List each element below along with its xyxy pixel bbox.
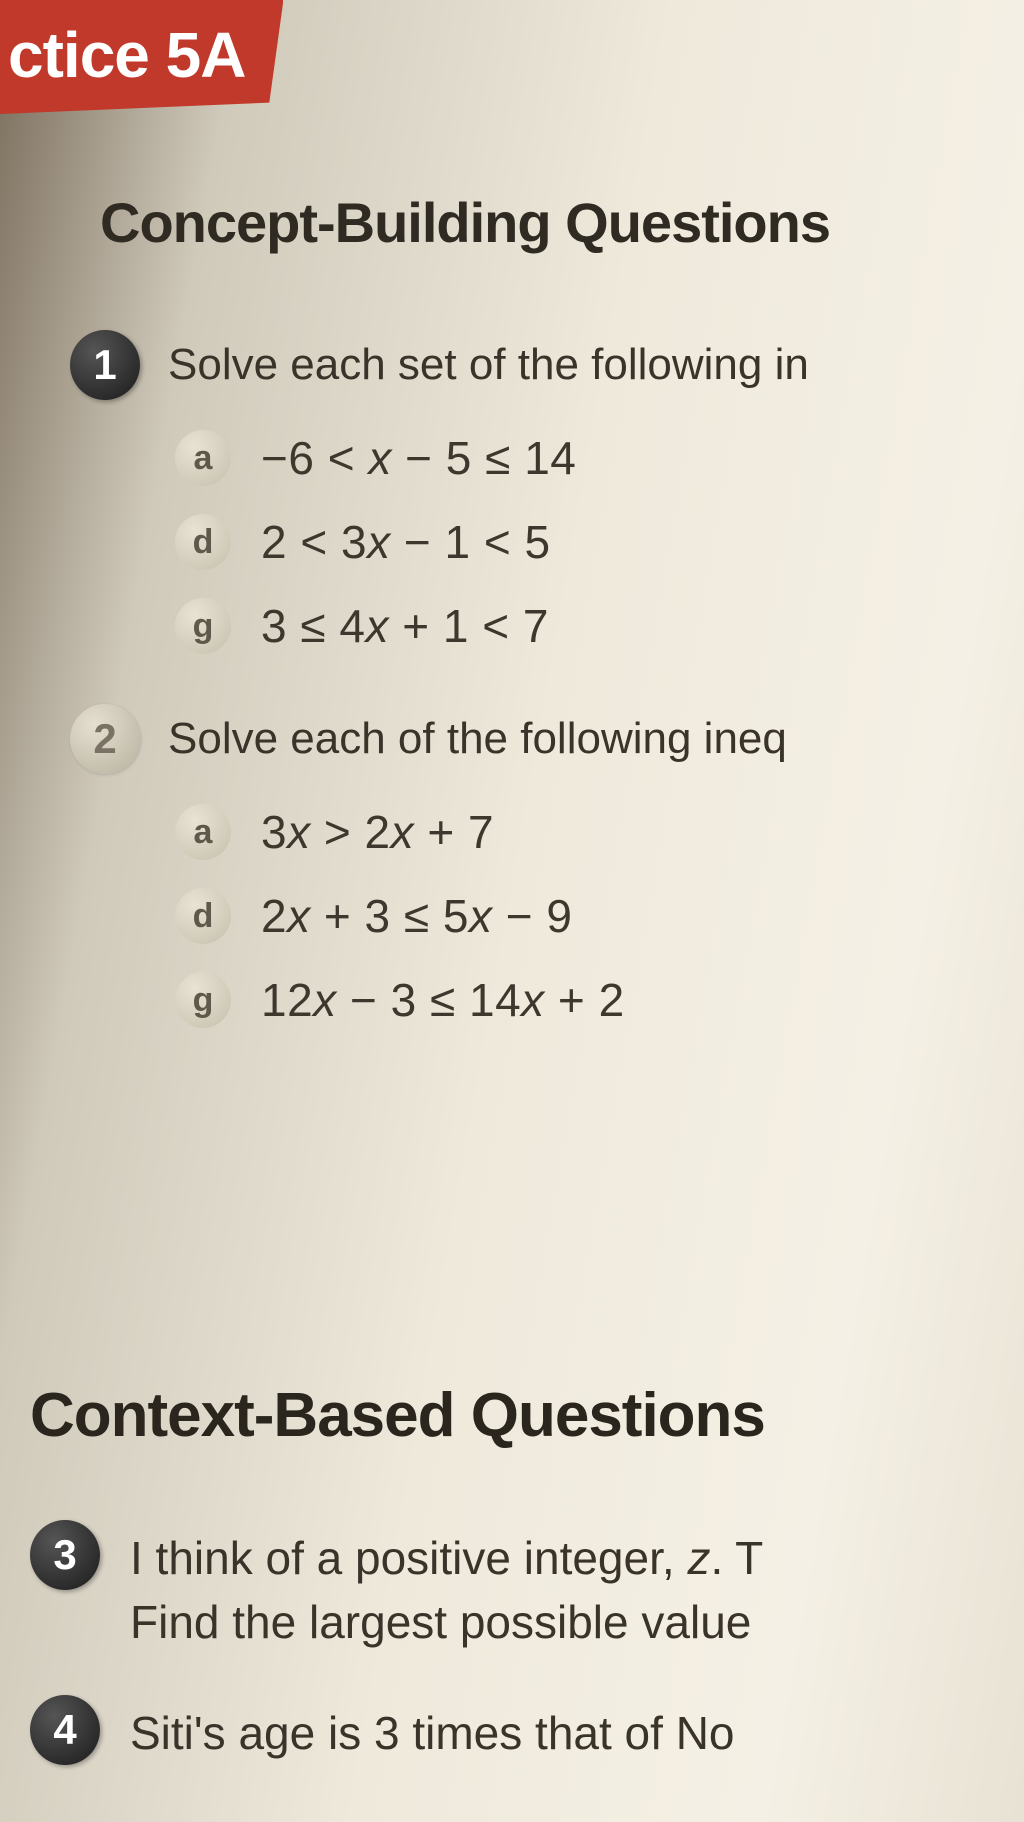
chapter-tab: ctice 5A (0, 0, 283, 114)
question-2-header: 2 Solve each of the following ineq (70, 704, 1024, 774)
part-badge: a (175, 804, 231, 860)
question-4: 4 Siti's age is 3 times that of No (30, 1695, 1024, 1765)
q1-part-d-expr: 2 < 3x − 1 < 5 (261, 515, 551, 569)
concept-questions: 1 Solve each set of the following in a −… (70, 330, 1024, 1078)
question-number-badge: 1 (70, 330, 140, 400)
question-2-parts: a 3x > 2x + 7 d 2x + 3 ≤ 5x − 9 g 12x − … (175, 804, 1024, 1028)
section-title-context: Context-Based Questions (30, 1380, 765, 1451)
question-number-badge: 3 (30, 1520, 100, 1590)
part-badge: a (175, 430, 231, 486)
q2-part-a: a 3x > 2x + 7 (175, 804, 1024, 860)
question-2-prompt: Solve each of the following ineq (168, 714, 787, 764)
question-3: 3 I think of a positive integer, z. T Fi… (30, 1520, 1024, 1655)
q2-part-a-expr: 3x > 2x + 7 (261, 805, 494, 859)
section-title-concept: Concept-Building Questions (100, 190, 830, 255)
q2-part-g-expr: 12x − 3 ≤ 14x + 2 (261, 973, 625, 1027)
question-number-badge: 4 (30, 1695, 100, 1765)
q2-part-d: d 2x + 3 ≤ 5x − 9 (175, 888, 1024, 944)
question-2: 2 Solve each of the following ineq a 3x … (70, 704, 1024, 1028)
part-badge: d (175, 888, 231, 944)
question-3-line2: Find the largest possible value (130, 1596, 751, 1648)
question-4-text: Siti's age is 3 times that of No (130, 1695, 735, 1765)
part-badge: g (175, 972, 231, 1028)
q1-part-a: a −6 < x − 5 ≤ 14 (175, 430, 1024, 486)
question-1-prompt: Solve each set of the following in (168, 340, 809, 390)
q1-part-a-expr: −6 < x − 5 ≤ 14 (261, 431, 576, 485)
part-badge: d (175, 514, 231, 570)
question-1-parts: a −6 < x − 5 ≤ 14 d 2 < 3x − 1 < 5 g 3 ≤… (175, 430, 1024, 654)
question-1: 1 Solve each set of the following in a −… (70, 330, 1024, 654)
part-badge: g (175, 598, 231, 654)
q1-part-g: g 3 ≤ 4x + 1 < 7 (175, 598, 1024, 654)
textbook-page: ctice 5A Concept-Building Questions 1 So… (0, 0, 1024, 1822)
q2-part-g: g 12x − 3 ≤ 14x + 2 (175, 972, 1024, 1028)
question-3-text: I think of a positive integer, z. T Find… (130, 1520, 763, 1655)
question-1-header: 1 Solve each set of the following in (70, 330, 1024, 400)
q2-part-d-expr: 2x + 3 ≤ 5x − 9 (261, 889, 573, 943)
q1-part-g-expr: 3 ≤ 4x + 1 < 7 (261, 599, 549, 653)
q1-part-d: d 2 < 3x − 1 < 5 (175, 514, 1024, 570)
context-questions: 3 I think of a positive integer, z. T Fi… (30, 1520, 1024, 1805)
question-number-badge: 2 (70, 704, 140, 774)
